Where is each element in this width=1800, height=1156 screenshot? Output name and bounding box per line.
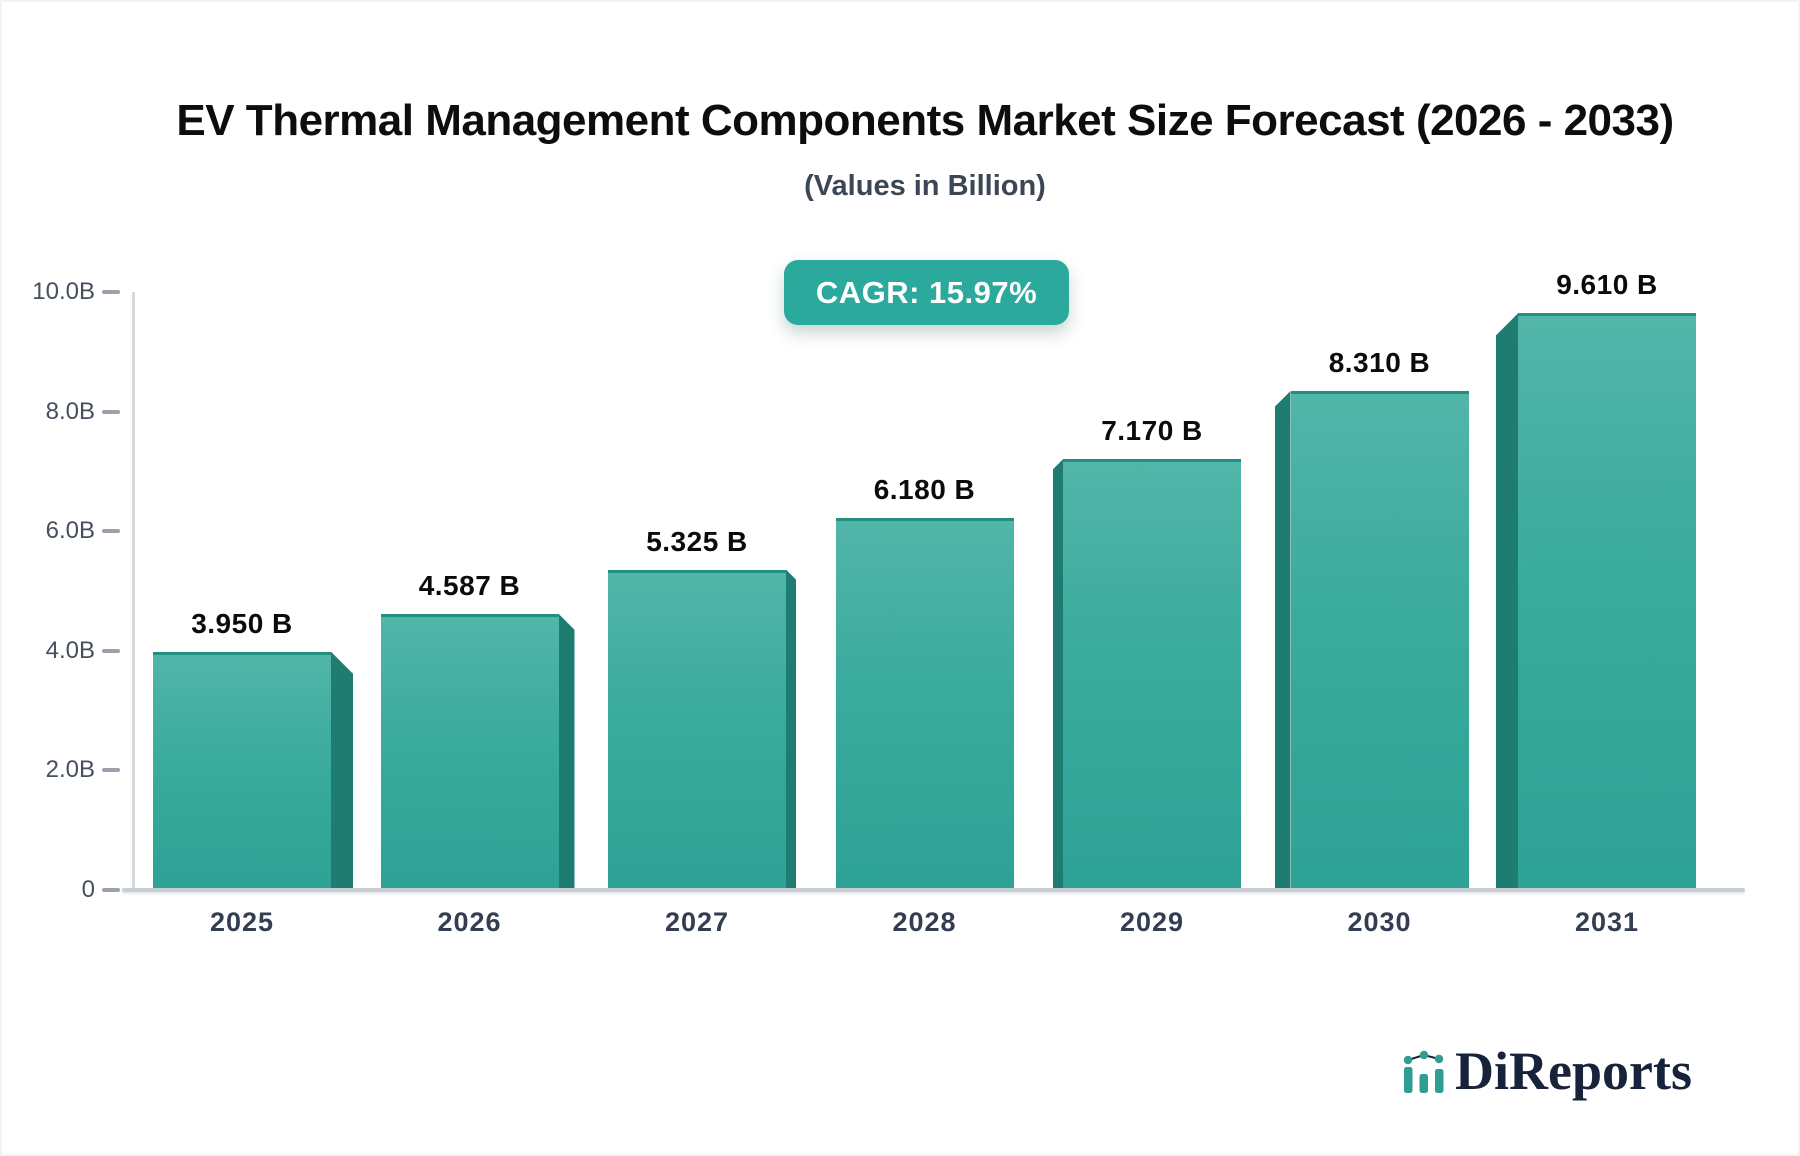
y-tick-mark — [102, 290, 120, 294]
y-axis-line — [132, 292, 135, 890]
bar-3d-side — [1053, 459, 1063, 888]
y-tick-mark — [102, 409, 120, 414]
bar-3d-side — [1274, 391, 1291, 888]
x-axis-label: 2029 — [1119, 907, 1185, 937]
x-axis-label: 2026 — [437, 907, 502, 937]
bar-3d-side — [558, 613, 575, 888]
x-axis-label: 2028 — [892, 907, 957, 937]
y-tick-mark — [102, 888, 120, 892]
x-axis-label: 2025 — [209, 907, 275, 937]
y-tick-label: 10.0B — [32, 278, 95, 305]
bar-3d-side — [331, 651, 353, 888]
brand-logo-text: DiReports — [1455, 1041, 1692, 1101]
bar-value-label: 8.310 B — [1328, 347, 1431, 379]
bar-value-label: 7.170 B — [1101, 415, 1203, 447]
chart-title: EV Thermal Management Components Market … — [176, 96, 1674, 145]
brand-logo: DiReports — [1403, 1040, 1692, 1102]
y-tick-mark — [102, 768, 120, 773]
y-tick-label: 2.0B — [45, 756, 95, 784]
bar-2031 — [1518, 313, 1696, 888]
bar-3d-side — [1496, 313, 1518, 888]
bar-2026 — [380, 613, 559, 888]
bar-value-label: 4.587 B — [418, 569, 521, 601]
bar-value-label: 3.950 B — [191, 607, 293, 639]
bar-2029 — [1063, 459, 1241, 888]
cagr-badge: CAGR: 15.97% — [784, 260, 1069, 325]
y-tick-label: 4.0B — [45, 636, 95, 664]
bar-2028 — [835, 518, 1014, 888]
bar-2030 — [1290, 391, 1469, 888]
y-tick-label: 6.0B — [45, 517, 95, 545]
bar-value-label: 6.180 B — [873, 474, 976, 506]
cagr-badge-label: CAGR: 15.97% — [815, 274, 1038, 310]
bar-chart-logo-icon — [1403, 1049, 1449, 1100]
bar-2025 — [153, 651, 331, 888]
chart-subtitle: (Values in Billion) — [804, 170, 1046, 202]
y-tick-mark — [102, 529, 120, 534]
x-axis-line — [122, 888, 1745, 892]
y-tick-label: 8.0B — [45, 397, 95, 425]
bar-value-label: 5.325 B — [646, 525, 748, 557]
y-tick-mark — [102, 648, 120, 653]
bar-value-label: 9.610 B — [1556, 269, 1658, 301]
x-axis-label: 2030 — [1347, 907, 1412, 937]
x-axis-label: 2031 — [1574, 907, 1640, 937]
bar-3d-side — [786, 569, 796, 888]
bar-2027 — [608, 569, 786, 888]
x-axis-label: 2027 — [664, 907, 730, 937]
y-tick-label: 0 — [81, 876, 95, 903]
